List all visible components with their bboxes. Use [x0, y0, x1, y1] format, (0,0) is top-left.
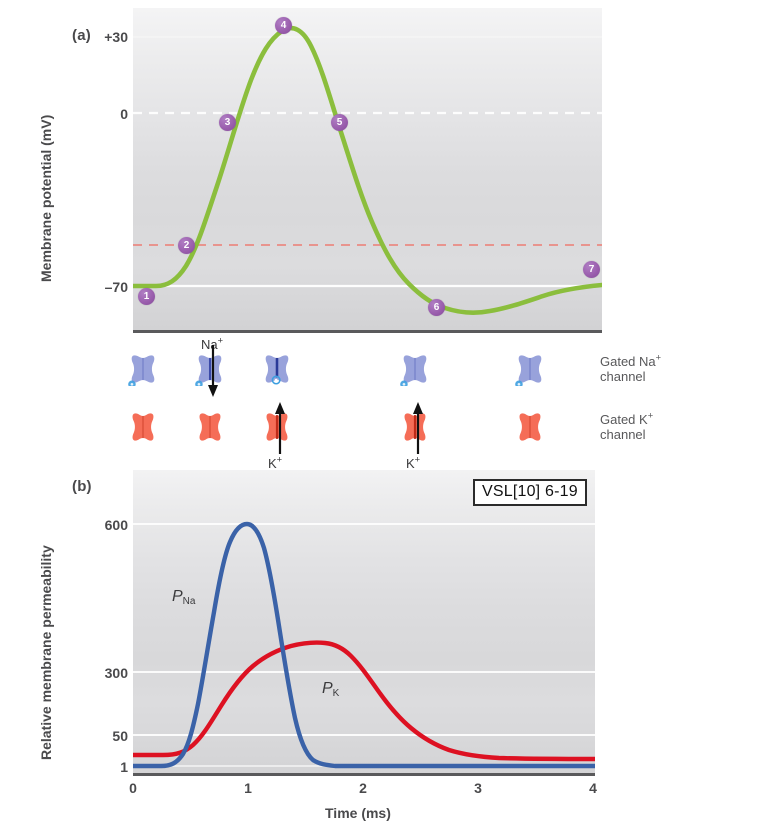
gated-k-channel-closed-5	[519, 413, 541, 441]
vsl-reference-badge: VSL[10] 6-19	[473, 479, 587, 506]
gated-na-channel-closed-4	[400, 355, 427, 386]
ion-label-k-efflux-1: K+	[268, 454, 283, 471]
legend-gated-na-channel: Gated Na+ channel	[600, 352, 662, 384]
panel-a-marker-6: 6	[428, 299, 445, 316]
gated-k-channel-closed-2	[199, 413, 221, 441]
panel-b-xtick-4: 4	[589, 780, 597, 796]
panel-a-marker-1: 1	[138, 288, 155, 305]
panel-b-letter: (b)	[72, 478, 92, 495]
curve-label-p-k: PK	[322, 680, 340, 699]
gated-na-channel-open-2	[195, 355, 222, 386]
ion-label-k-efflux-2: K+	[406, 454, 421, 471]
panel-b-xtick-1: 1	[244, 780, 252, 796]
panel-b-svg	[133, 521, 595, 769]
panel-a-baseline	[133, 330, 602, 333]
panel-b-ytick-300: 300	[104, 665, 128, 681]
k-efflux-arrow-1	[275, 402, 285, 454]
gated-k-channel-open-3	[266, 413, 288, 441]
panel-b-xtick-0: 0	[129, 780, 137, 796]
gated-na-channel-closed-5	[515, 355, 542, 386]
panel-a-ytick-minus70: –70	[104, 279, 128, 295]
panel-a-letter: (a)	[72, 27, 91, 44]
panel-b-xtick-3: 3	[474, 780, 482, 796]
panel-a-marker-2: 2	[178, 237, 195, 254]
panel-b-ytick-50: 50	[112, 728, 128, 744]
panel-b-ytick-600: 600	[104, 517, 128, 533]
legend-gated-k-channel: Gated K+ channel	[600, 410, 654, 442]
panel-a-svg	[133, 25, 602, 315]
panel-b-ylabel: Relative membrane permeability	[38, 545, 54, 760]
panel-b-xtick-2: 2	[359, 780, 367, 796]
p-na-curve	[133, 521, 595, 769]
channel-diagram-area: Na+	[0, 336, 778, 471]
na-influx-arrow	[208, 345, 218, 397]
gated-k-channel-open-4	[404, 413, 426, 441]
panel-a-marker-5: 5	[331, 114, 348, 131]
panel-b-xlabel: Time (ms)	[325, 805, 391, 821]
membrane-potential-curve	[133, 25, 602, 315]
panel-a-ytick-zero: 0	[120, 106, 128, 122]
panel-a-marker-3: 3	[219, 114, 236, 131]
panel-a-plot-area	[133, 8, 602, 330]
gated-k-channel-closed-1	[132, 413, 154, 441]
gated-na-channel-inactivated-3	[265, 355, 289, 385]
panel-a-marker-7: 7	[583, 261, 600, 278]
panel-b-plot-area	[133, 470, 595, 775]
panel-a-ylabel: Membrane potential (mV)	[38, 114, 54, 282]
panel-b-baseline	[133, 773, 595, 776]
panel-a-ytick-plus30: +30	[104, 29, 128, 45]
k-efflux-arrow-2	[413, 402, 423, 454]
p-k-curve-drawn	[133, 640, 595, 762]
panel-b-ytick-1: 1	[120, 759, 128, 775]
panel-a-marker-4: 4	[275, 17, 292, 34]
curve-label-p-na: PNa	[172, 588, 196, 607]
gated-na-channel-closed-1	[128, 355, 155, 386]
